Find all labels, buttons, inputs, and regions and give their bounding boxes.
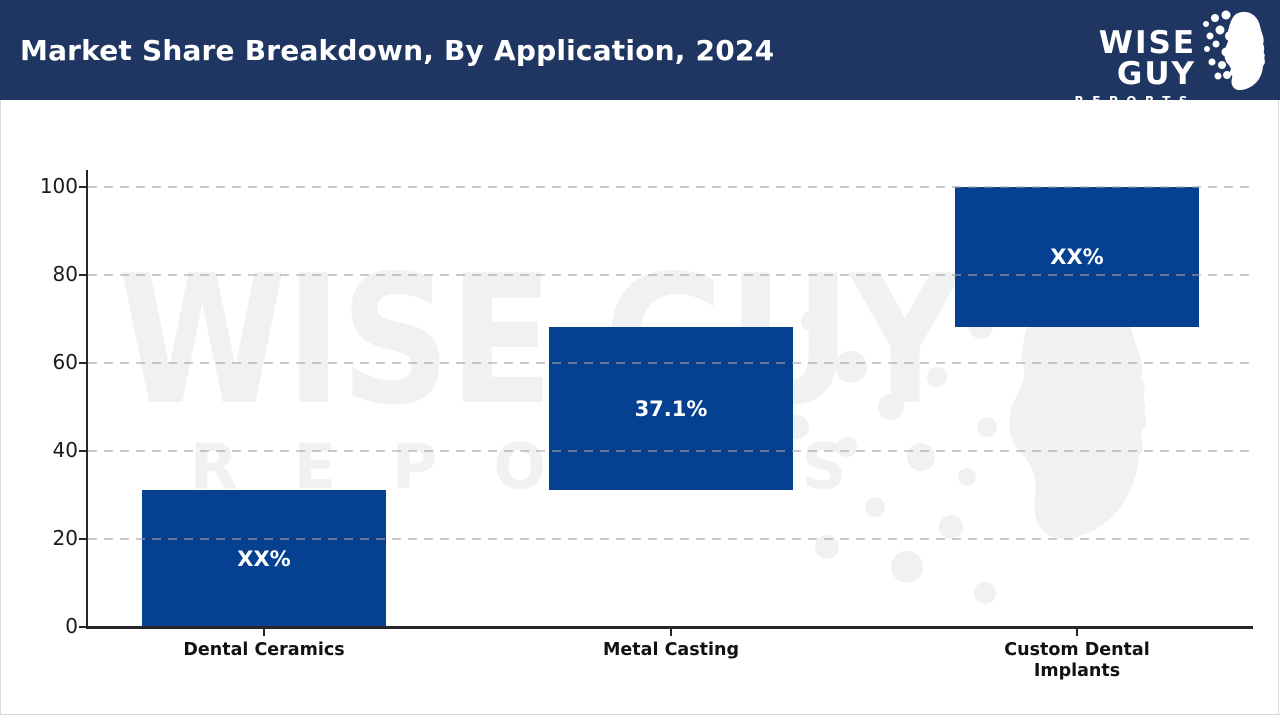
y-tick-label: 100 bbox=[39, 174, 78, 198]
frame-border-bottom bbox=[0, 714, 1280, 715]
x-tick-mark bbox=[263, 629, 265, 636]
chart-title: Market Share Breakdown, By Application, … bbox=[20, 33, 775, 67]
frame-border-left bbox=[0, 100, 1, 715]
wise-guy-reports-logo: WISE GUY REPORTS bbox=[1016, 6, 1266, 108]
bar-value-label: XX% bbox=[237, 546, 291, 571]
bar-3: XX% bbox=[955, 187, 1199, 327]
bar-2: 37.1% bbox=[549, 326, 793, 491]
bar-value-label: XX% bbox=[1050, 244, 1104, 269]
y-tick-label: 20 bbox=[52, 526, 78, 550]
logo-subtitle: REPORTS bbox=[1074, 94, 1196, 108]
y-tick-label: 80 bbox=[52, 262, 78, 286]
logo-text: WISE GUY REPORTS bbox=[1016, 25, 1196, 109]
gridline-20 bbox=[88, 538, 1253, 540]
watermark-head-icon bbox=[751, 256, 1147, 604]
gridline-100 bbox=[88, 186, 1253, 188]
y-tick-mark bbox=[79, 274, 87, 276]
frame-border-right bbox=[1278, 100, 1279, 715]
watermark-wordmark: WISE GUY bbox=[118, 237, 961, 444]
category-label: Metal Casting bbox=[603, 640, 739, 660]
y-tick-label: 60 bbox=[52, 350, 78, 374]
y-tick-mark bbox=[79, 362, 87, 364]
y-axis-line bbox=[86, 170, 88, 628]
category-label: Dental Ceramics bbox=[183, 640, 345, 660]
gridline-60 bbox=[88, 362, 1253, 364]
x-axis-line bbox=[86, 626, 1253, 629]
y-tick-label: 40 bbox=[52, 438, 78, 462]
dotted-head-icon bbox=[1203, 10, 1265, 90]
x-tick-mark bbox=[1076, 629, 1078, 636]
y-tick-mark bbox=[79, 186, 87, 188]
gridline-80 bbox=[88, 274, 1253, 276]
y-tick-label: 0 bbox=[65, 614, 78, 638]
bar-1: XX% bbox=[142, 490, 386, 627]
header-band: Market Share Breakdown, By Application, … bbox=[0, 0, 1280, 108]
category-label: Custom Dental Implants bbox=[1004, 640, 1150, 681]
gridline-40 bbox=[88, 450, 1253, 452]
y-tick-mark bbox=[79, 626, 87, 628]
bar-value-label: 37.1% bbox=[634, 396, 708, 421]
x-tick-mark bbox=[670, 629, 672, 636]
y-tick-mark bbox=[79, 538, 87, 540]
y-tick-mark bbox=[79, 450, 87, 452]
logo-wordmark: WISE GUY bbox=[1098, 25, 1196, 92]
